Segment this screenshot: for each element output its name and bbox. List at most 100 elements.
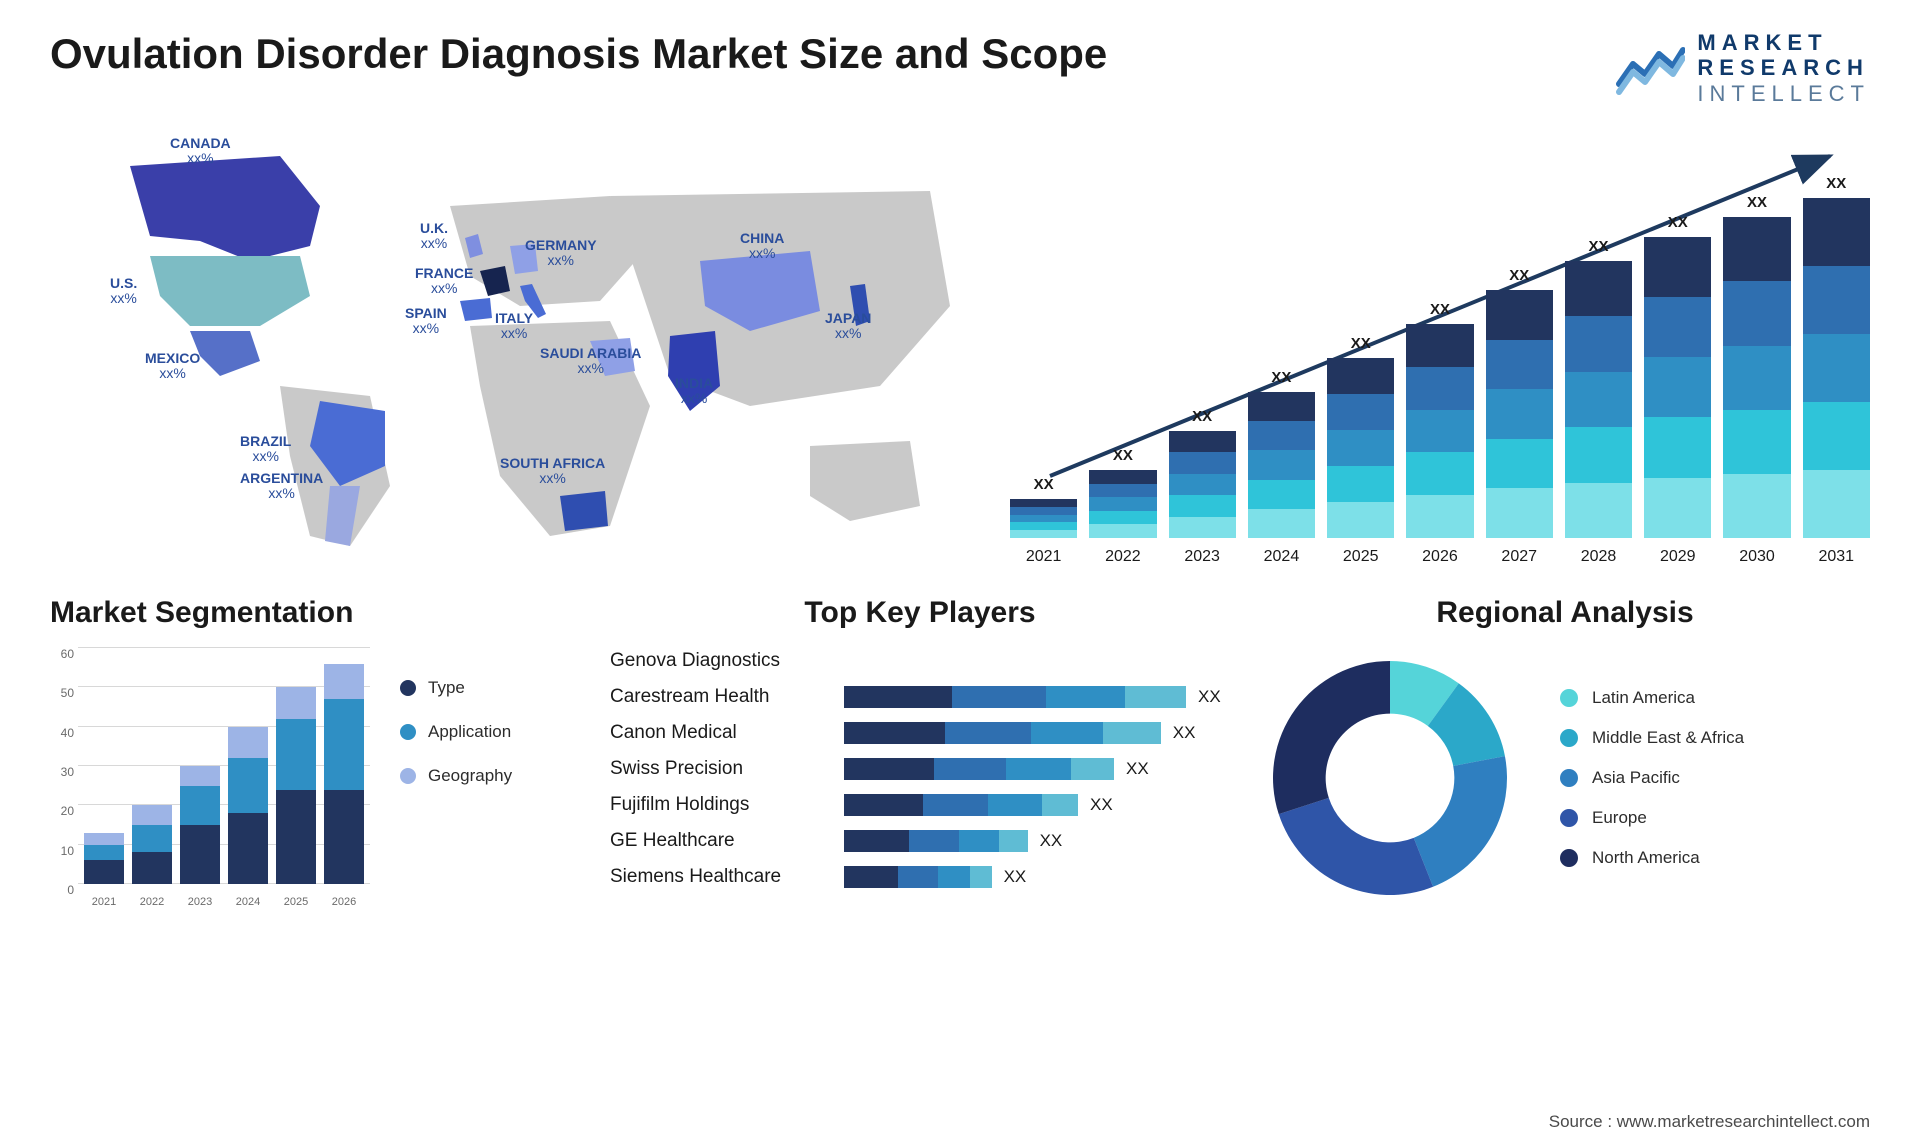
growth-bar-segment <box>1248 392 1315 421</box>
growth-bar-segment <box>1486 340 1553 390</box>
map-label-spain: SPAINxx% <box>405 306 447 337</box>
growth-bar-segment <box>1644 357 1711 417</box>
legend-dot-icon <box>1560 769 1578 787</box>
map-region-canada <box>130 156 320 261</box>
key-players-panel: Top Key Players Genova Diagnostics Carest… <box>610 596 1230 908</box>
map-label-saudi-arabia: SAUDI ARABIAxx% <box>540 346 641 377</box>
map-label-canada: CANADAxx% <box>170 136 231 167</box>
growth-bar-segment <box>1406 324 1473 367</box>
key-player-name: Fujifilm Holdings <box>610 794 830 816</box>
seg-legend-item: Application <box>400 722 512 742</box>
seg-legend-label: Application <box>428 722 511 742</box>
regional-legend-item: Europe <box>1560 808 1744 828</box>
seg-legend-item: Geography <box>400 766 512 786</box>
legend-dot-icon <box>1560 809 1578 827</box>
kp-value-label: XX <box>1173 723 1196 743</box>
growth-bar-segment <box>1565 483 1632 538</box>
growth-bar-segment <box>1089 497 1156 511</box>
growth-bar-value: XX <box>1747 194 1767 211</box>
seg-bar-segment <box>132 852 172 883</box>
key-player-name: Carestream Health <box>610 686 830 708</box>
growth-bar-segment <box>1565 427 1632 482</box>
key-players-title: Top Key Players <box>610 596 1230 630</box>
regional-legend-item: Asia Pacific <box>1560 768 1744 788</box>
seg-bar-segment <box>84 845 124 861</box>
map-label-italy: ITALYxx% <box>495 311 533 342</box>
map-label-brazil: BRAZILxx% <box>240 434 291 465</box>
regional-legend-label: Asia Pacific <box>1592 768 1680 788</box>
logo-text: MARKET RESEARCH INTELLECT <box>1697 30 1870 106</box>
seg-y-tick: 20 <box>61 804 74 818</box>
donut-slice <box>1414 756 1507 887</box>
growth-bar-segment <box>1803 198 1870 266</box>
growth-bar-segment <box>1723 217 1790 281</box>
seg-bar-segment <box>324 790 364 884</box>
regional-legend-label: Middle East & Africa <box>1592 728 1744 748</box>
kp-bar-segment <box>844 758 934 780</box>
kp-value-label: XX <box>1126 759 1149 779</box>
growth-bar-segment <box>1803 402 1870 470</box>
map-label-u.s.: U.S.xx% <box>110 276 137 307</box>
kp-value-label: XX <box>1198 687 1221 707</box>
world-map-panel: CANADAxx%U.S.xx%MEXICOxx%BRAZILxx%ARGENT… <box>50 126 970 566</box>
seg-legend-item: Type <box>400 678 512 698</box>
kp-bar <box>844 794 1078 816</box>
growth-bar-segment <box>1486 439 1553 489</box>
kp-bar-segment <box>1006 758 1071 780</box>
seg-x-label: 2024 <box>228 896 268 908</box>
seg-bar-2026 <box>324 664 364 884</box>
seg-bar-segment <box>180 825 220 884</box>
seg-y-tick: 30 <box>61 765 74 779</box>
growth-bar-value: XX <box>1034 476 1054 493</box>
regional-legend-label: North America <box>1592 848 1700 868</box>
growth-bar-segment <box>1565 316 1632 371</box>
map-region-australia <box>810 441 920 521</box>
seg-bar-segment <box>276 719 316 790</box>
page-title: Ovulation Disorder Diagnosis Market Size… <box>50 30 1107 78</box>
seg-bar-2023 <box>180 766 220 884</box>
growth-bar-segment <box>1406 452 1473 495</box>
key-player-name: GE Healthcare <box>610 830 830 852</box>
growth-bar-value: XX <box>1668 214 1688 231</box>
kp-bar-segment <box>844 794 923 816</box>
regional-legend-item: Middle East & Africa <box>1560 728 1744 748</box>
kp-bar-segment <box>1071 758 1114 780</box>
growth-bar-segment <box>1406 367 1473 410</box>
kp-bar-segment <box>945 722 1031 744</box>
growth-bar-segment <box>1327 430 1394 466</box>
kp-bar <box>844 866 992 888</box>
growth-bar-segment <box>1644 297 1711 357</box>
growth-bar-segment <box>1248 421 1315 450</box>
growth-bar-2030: XX <box>1723 194 1790 538</box>
growth-bar-segment <box>1723 474 1790 538</box>
header: Ovulation Disorder Diagnosis Market Size… <box>50 30 1870 106</box>
growth-year-label: 2027 <box>1486 548 1553 566</box>
growth-bar-segment <box>1803 266 1870 334</box>
regional-legend-item: North America <box>1560 848 1744 868</box>
donut-slice <box>1273 661 1390 814</box>
seg-legend-label: Geography <box>428 766 512 786</box>
key-player-name: Genova Diagnostics <box>610 650 830 672</box>
kp-bar-segment <box>844 722 945 744</box>
kp-bar-segment <box>844 686 952 708</box>
kp-value-label: XX <box>1090 795 1113 815</box>
growth-bar-segment <box>1327 358 1394 394</box>
kp-bar-segment <box>898 866 938 888</box>
growth-bar-segment <box>1486 290 1553 340</box>
seg-bar-segment <box>180 786 220 825</box>
key-player-row: Canon MedicalXX <box>610 720 1230 746</box>
growth-bar-segment <box>1486 389 1553 439</box>
growth-year-label: 2023 <box>1169 548 1236 566</box>
growth-bar-segment <box>1169 517 1236 538</box>
seg-bar-2021 <box>84 833 124 884</box>
key-player-row: Genova Diagnostics <box>610 648 1230 674</box>
map-label-germany: GERMANYxx% <box>525 238 597 269</box>
kp-bar-segment <box>999 830 1028 852</box>
growth-bar-segment <box>1406 495 1473 538</box>
growth-bar-2027: XX <box>1486 267 1553 538</box>
growth-bar-segment <box>1169 474 1236 495</box>
seg-x-label: 2026 <box>324 896 364 908</box>
seg-bar-segment <box>132 825 172 853</box>
growth-bar-value: XX <box>1271 369 1291 386</box>
growth-year-label: 2026 <box>1406 548 1473 566</box>
